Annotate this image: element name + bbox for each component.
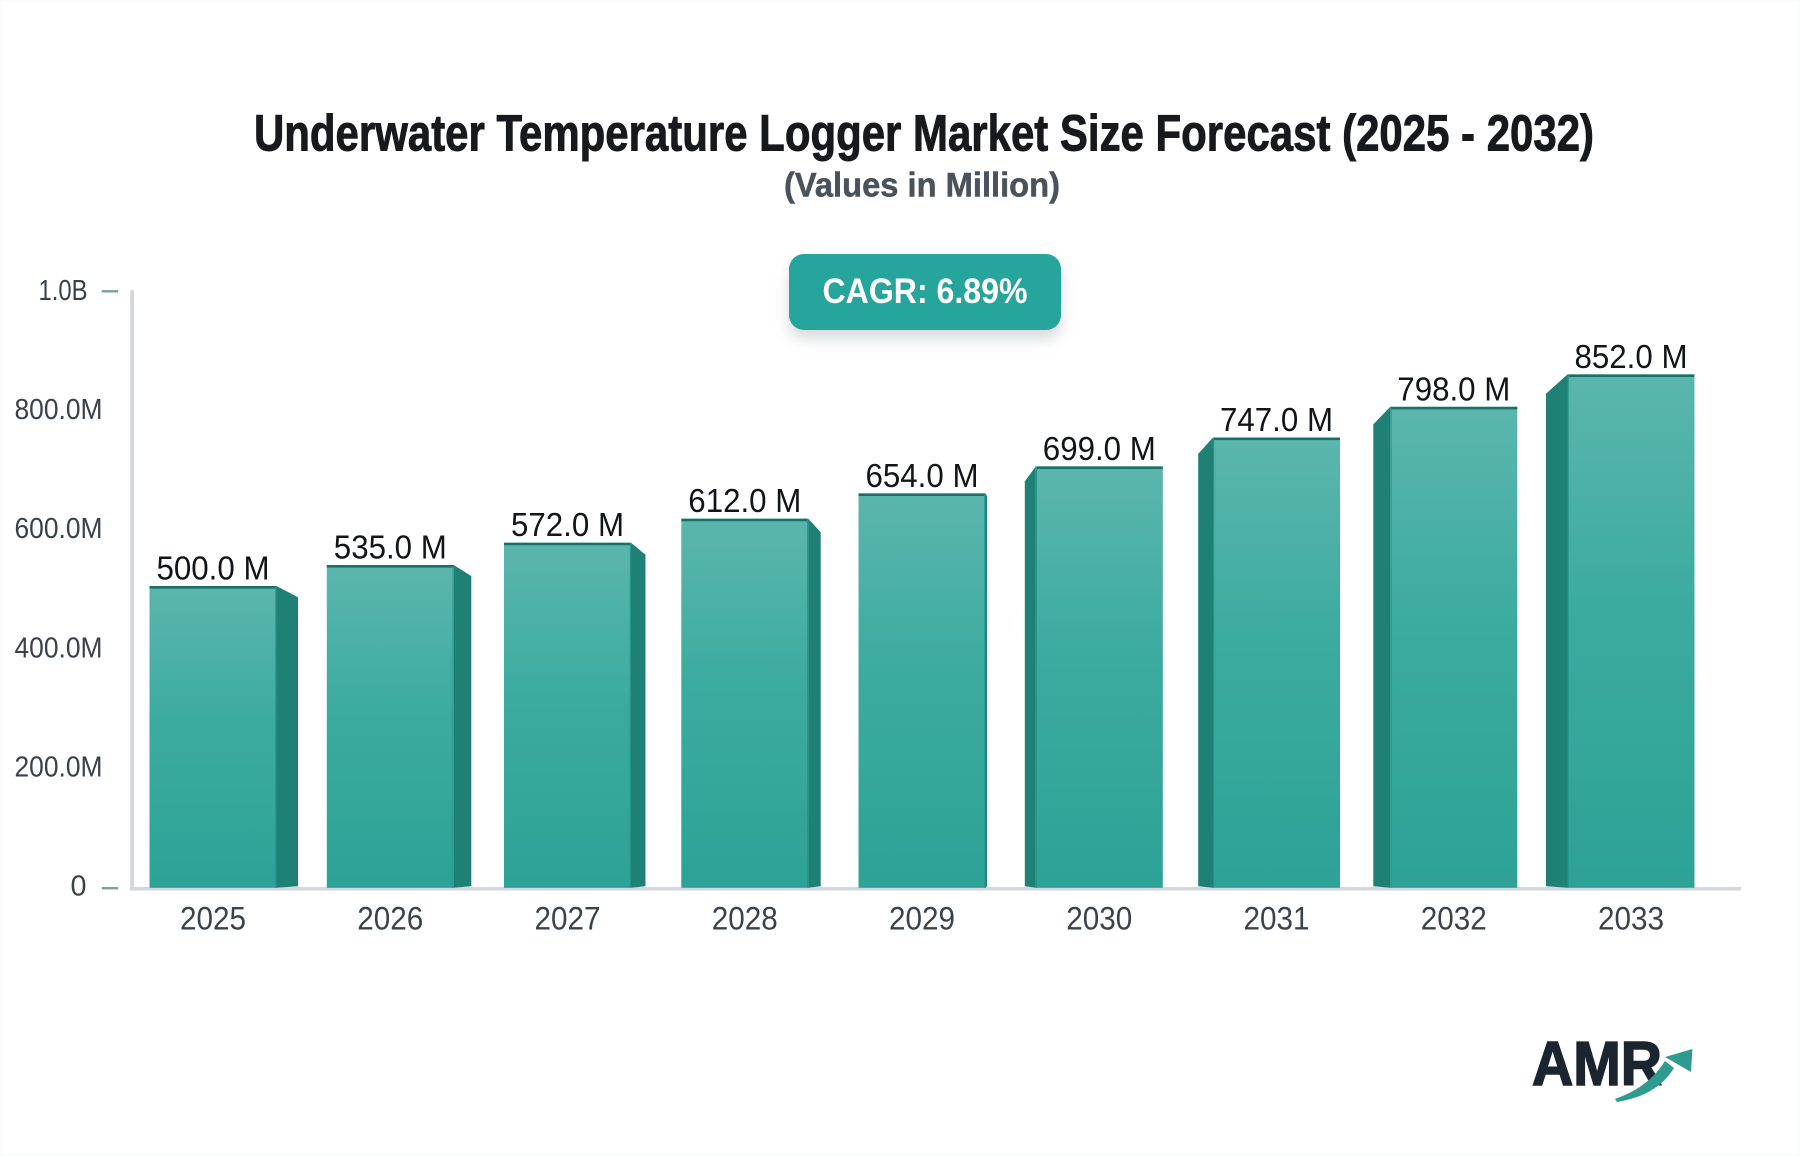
svg-text:654.0 M: 654.0 M — [866, 457, 979, 494]
svg-text:2029: 2029 — [889, 900, 955, 936]
svg-text:798.0 M: 798.0 M — [1397, 370, 1510, 407]
svg-text:2031: 2031 — [1244, 900, 1310, 936]
svg-text:Underwater Temperature Logger: Underwater Temperature Logger Market Siz… — [254, 105, 1594, 162]
svg-text:2027: 2027 — [535, 900, 601, 936]
svg-text:2028: 2028 — [712, 900, 778, 936]
svg-text:2030: 2030 — [1066, 900, 1132, 936]
svg-text:2026: 2026 — [357, 900, 423, 936]
svg-text:2025: 2025 — [180, 900, 246, 936]
svg-text:0: 0 — [71, 871, 87, 903]
svg-text:CAGR: 6.89%: CAGR: 6.89% — [823, 271, 1028, 311]
svg-text:400.0M: 400.0M — [15, 632, 103, 664]
svg-text:800.0M: 800.0M — [15, 394, 103, 426]
svg-text:612.0 M: 612.0 M — [688, 482, 801, 519]
svg-text:500.0 M: 500.0 M — [157, 550, 270, 587]
svg-text:600.0M: 600.0M — [15, 513, 103, 545]
svg-text:2033: 2033 — [1598, 900, 1664, 936]
svg-text:699.0 M: 699.0 M — [1043, 430, 1156, 467]
svg-text:2032: 2032 — [1421, 900, 1487, 936]
svg-text:852.0 M: 852.0 M — [1575, 338, 1688, 375]
svg-text:747.0 M: 747.0 M — [1220, 401, 1333, 438]
svg-text:200.0M: 200.0M — [15, 752, 103, 784]
svg-text:572.0 M: 572.0 M — [511, 506, 624, 543]
svg-text:535.0 M: 535.0 M — [334, 529, 447, 566]
svg-text:(Values in Million): (Values in Million) — [784, 167, 1060, 205]
svg-text:1.0B: 1.0B — [39, 275, 88, 307]
